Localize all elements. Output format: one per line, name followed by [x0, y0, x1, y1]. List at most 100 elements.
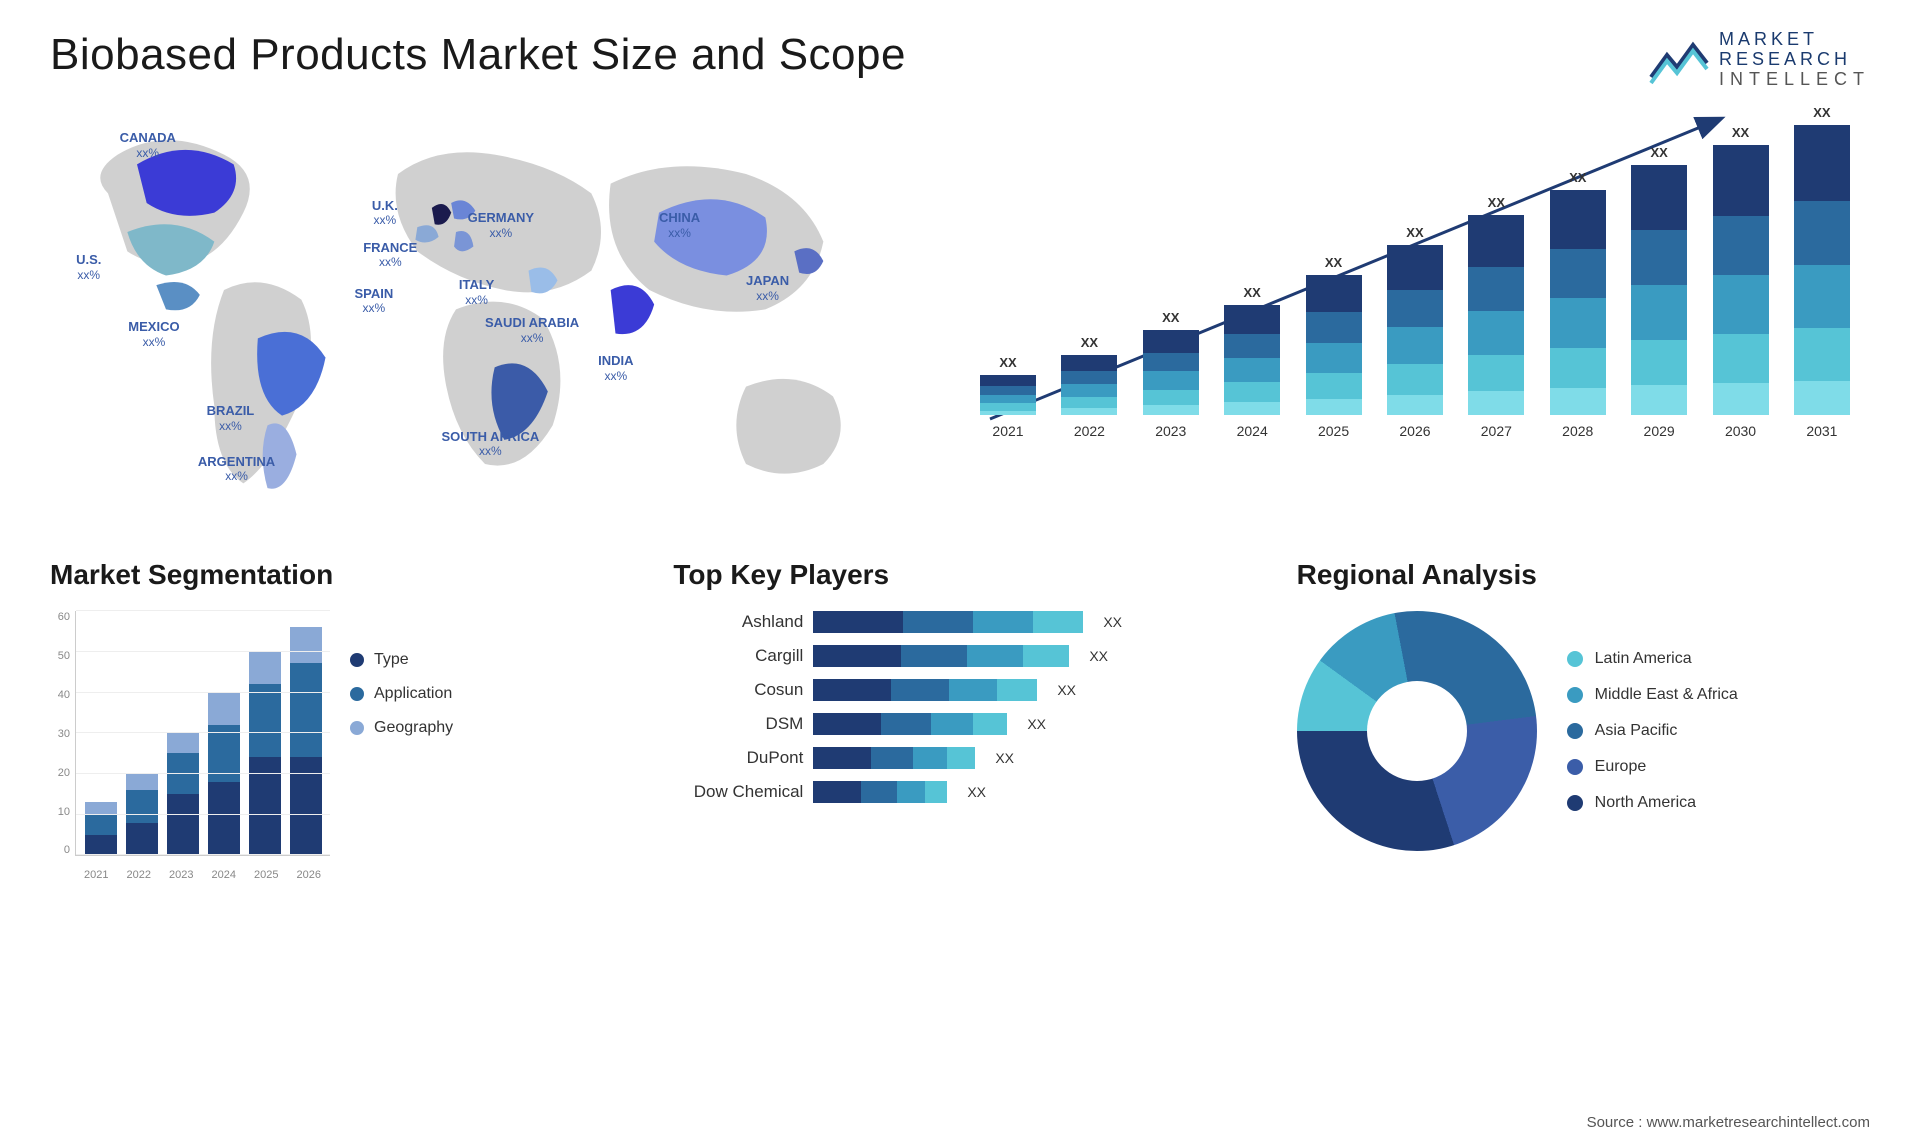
player-bar-segment [1023, 645, 1069, 667]
growth-bar-segment [1794, 265, 1850, 329]
player-bar [813, 747, 975, 769]
seg-bar-segment [126, 790, 158, 823]
growth-bar-label: XX [1488, 195, 1505, 210]
seg-bar-segment [208, 692, 240, 725]
player-value-label: XX [1057, 682, 1076, 698]
map-label-mexico: MEXICOxx% [128, 319, 179, 349]
growth-bar-segment [1550, 249, 1606, 299]
growth-bar-label: XX [1406, 225, 1423, 240]
growth-bar-segment [1224, 402, 1280, 415]
seg-bar-2025 [249, 651, 281, 855]
growth-bar-segment [1794, 201, 1850, 265]
growth-bar-segment [1143, 353, 1199, 372]
growth-bar-2022: XX2022 [1061, 335, 1117, 439]
header: Biobased Products Market Size and Scope … [50, 30, 1870, 89]
legend-label: Europe [1595, 758, 1647, 776]
seg-bar-segment [85, 835, 117, 855]
player-bar-segment [903, 611, 973, 633]
growth-bar-segment [1224, 382, 1280, 402]
growth-bar-segment [1061, 384, 1117, 397]
legend-dot-icon [1567, 687, 1583, 703]
growth-bar-segment [980, 386, 1036, 395]
seg-xtick: 2026 [297, 869, 321, 881]
seg-xtick: 2022 [127, 869, 151, 881]
seg-bar-segment [290, 663, 322, 757]
growth-bar-segment [1550, 348, 1606, 389]
legend-dot-icon [1567, 651, 1583, 667]
seg-ytick: 0 [50, 844, 70, 856]
growth-bar-segment [1306, 373, 1362, 398]
growth-bar-segment [1631, 165, 1687, 230]
logo-text-3: INTELLECT [1719, 70, 1870, 90]
growth-bar-year: 2030 [1725, 423, 1756, 439]
player-bar-segment [813, 611, 903, 633]
growth-bar-2021: XX2021 [980, 355, 1036, 439]
growth-bar-year: 2028 [1562, 423, 1593, 439]
growth-bar-label: XX [1244, 285, 1261, 300]
growth-bar-segment [1387, 327, 1443, 364]
regional-legend-item: Middle East & Africa [1567, 686, 1738, 704]
player-bar-segment [881, 713, 931, 735]
player-value-label: XX [1027, 716, 1046, 732]
player-row-dsm: DSMXX [673, 713, 1246, 735]
growth-bar-segment [1713, 383, 1769, 415]
legend-dot-icon [1567, 723, 1583, 739]
growth-bar-segment [1143, 330, 1199, 352]
map-label-italy: ITALYxx% [459, 277, 494, 307]
players-title: Top Key Players [673, 559, 1246, 591]
growth-bar-2028: XX 2028 [1550, 170, 1606, 439]
seg-ytick: 40 [50, 689, 70, 701]
player-bar-segment [897, 781, 925, 803]
legend-dot-icon [350, 653, 364, 667]
growth-bar-segment [1306, 312, 1362, 343]
growth-bar-segment [1387, 245, 1443, 289]
growth-bar-label: XX [1650, 145, 1667, 160]
growth-bar-segment [1387, 395, 1443, 415]
player-bar-segment [1033, 611, 1083, 633]
legend-label: North America [1595, 794, 1696, 812]
growth-bar-2031: XX2031 [1794, 105, 1850, 439]
growth-bar-2029: XX 2029 [1631, 145, 1687, 439]
growth-bar-segment [1468, 311, 1524, 355]
seg-ytick: 30 [50, 728, 70, 740]
map-label-japan: JAPANxx% [746, 273, 789, 303]
legend-label: Asia Pacific [1595, 722, 1678, 740]
player-bar-segment [967, 645, 1023, 667]
regional-donut [1297, 611, 1537, 851]
growth-bar-label: XX [1813, 105, 1830, 120]
growth-bar-2030: XX2030 [1713, 125, 1769, 439]
logo-text-2: RESEARCH [1719, 50, 1870, 70]
player-value-label: XX [967, 784, 986, 800]
growth-bar-segment [1550, 298, 1606, 348]
growth-bar-year: 2029 [1644, 423, 1675, 439]
growth-bar-segment [1631, 385, 1687, 415]
player-bar-segment [813, 713, 881, 735]
map-label-south-africa: SOUTH AFRICAxx% [442, 429, 540, 459]
player-bar [813, 713, 1007, 735]
player-row-ashland: AshlandXX [673, 611, 1246, 633]
player-row-dupont: DuPontXX [673, 747, 1246, 769]
growth-bar-year: 2027 [1481, 423, 1512, 439]
seg-gridline [76, 814, 330, 815]
growth-bar-segment [1224, 305, 1280, 334]
growth-bar-label: XX [1569, 170, 1586, 185]
player-bar [813, 781, 947, 803]
legend-dot-icon [1567, 795, 1583, 811]
regional-legend-item: Latin America [1567, 650, 1738, 668]
regional-legend-item: Asia Pacific [1567, 722, 1738, 740]
regional-legend-item: Europe [1567, 758, 1738, 776]
growth-bar-segment [1550, 388, 1606, 415]
growth-bar-label: XX [1162, 310, 1179, 325]
player-value-label: XX [995, 750, 1014, 766]
player-bar-segment [973, 611, 1033, 633]
player-row-dow-chemical: Dow ChemicalXX [673, 781, 1246, 803]
growth-bar-segment [980, 375, 1036, 385]
seg-bar-segment [249, 684, 281, 758]
map-label-germany: GERMANYxx% [468, 210, 534, 240]
player-bar-segment [931, 713, 973, 735]
map-label-france: FRANCExx% [363, 240, 417, 270]
seg-gridline [76, 651, 330, 652]
growth-bar-label: XX [999, 355, 1016, 370]
growth-bar-segment [1631, 285, 1687, 340]
growth-bar-segment [1713, 216, 1769, 275]
